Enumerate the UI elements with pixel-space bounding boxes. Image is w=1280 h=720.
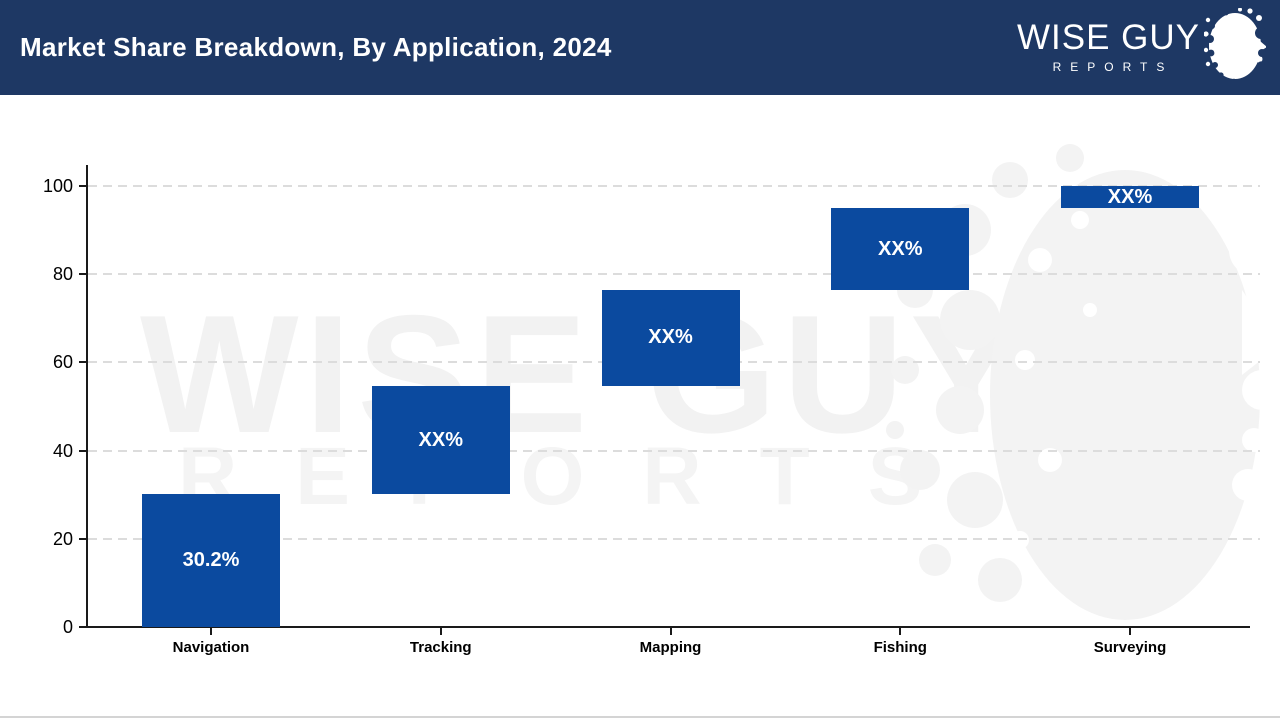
- bar-mapping: XX%: [601, 289, 740, 387]
- x-tick-mark: [1129, 628, 1131, 635]
- x-tick-mark: [669, 628, 672, 635]
- gridline: [88, 449, 1260, 452]
- logo-wiseguy-text: WISE GUY: [1016, 17, 1200, 57]
- header: Market Share Breakdown, By Application, …: [0, 0, 1280, 95]
- bar-tracking: XX%: [371, 386, 510, 494]
- bar-value-label: XX%: [418, 428, 463, 451]
- watermark-face-dots: [886, 144, 1270, 620]
- bar-value-label: XX%: [648, 326, 693, 349]
- y-tick-mark: [79, 537, 87, 540]
- y-tick-label: 60: [52, 352, 73, 373]
- gridline: [88, 273, 1260, 276]
- bar-value-label: XX%: [1107, 185, 1153, 208]
- y-tick-mark: [79, 626, 87, 628]
- bottom-rule: [0, 716, 1280, 718]
- gridline: [88, 185, 1260, 187]
- y-tick-label: 40: [52, 440, 73, 461]
- watermark-wiseguy-text: WISE GUY: [140, 280, 1029, 468]
- x-axis-spine: [86, 626, 1250, 628]
- x-tick-mark: [899, 628, 902, 635]
- bar-fishing: XX%: [831, 208, 970, 290]
- y-tick-mark: [79, 449, 87, 452]
- y-axis-spine: [86, 165, 88, 628]
- category-label: Mapping: [639, 639, 702, 656]
- page-title: Market Share Breakdown, By Application, …: [20, 32, 612, 62]
- category-label: Fishing: [873, 639, 927, 656]
- category-label: Tracking: [409, 639, 472, 656]
- watermark-reports-text: REPORTS: [178, 431, 981, 522]
- y-tick-mark: [79, 185, 87, 187]
- x-tick-mark: [439, 628, 442, 635]
- bar-value-label: 30.2%: [182, 548, 240, 571]
- logo-face-icon: [1204, 8, 1266, 84]
- category-label: Surveying: [1093, 639, 1167, 656]
- gridline: [88, 537, 1260, 540]
- y-tick-label: 100: [42, 176, 73, 196]
- y-tick-label: 0: [62, 617, 73, 637]
- wiseguy-logo: WISE GUY REPORTS: [1017, 8, 1266, 84]
- y-tick-mark: [79, 273, 87, 276]
- y-tick-label: 20: [52, 528, 73, 549]
- y-tick-label: 80: [52, 264, 73, 285]
- logo-reports-text: REPORTS: [1052, 59, 1174, 74]
- bar-navigation: 30.2%: [142, 493, 280, 627]
- bar-surveying: XX%: [1061, 185, 1199, 209]
- y-tick-mark: [79, 361, 87, 364]
- x-tick-mark: [210, 628, 212, 635]
- bar-value-label: XX%: [878, 237, 923, 260]
- category-label: Navigation: [172, 639, 250, 656]
- logo-wordmark: WISE GUY REPORTS: [1016, 17, 1200, 74]
